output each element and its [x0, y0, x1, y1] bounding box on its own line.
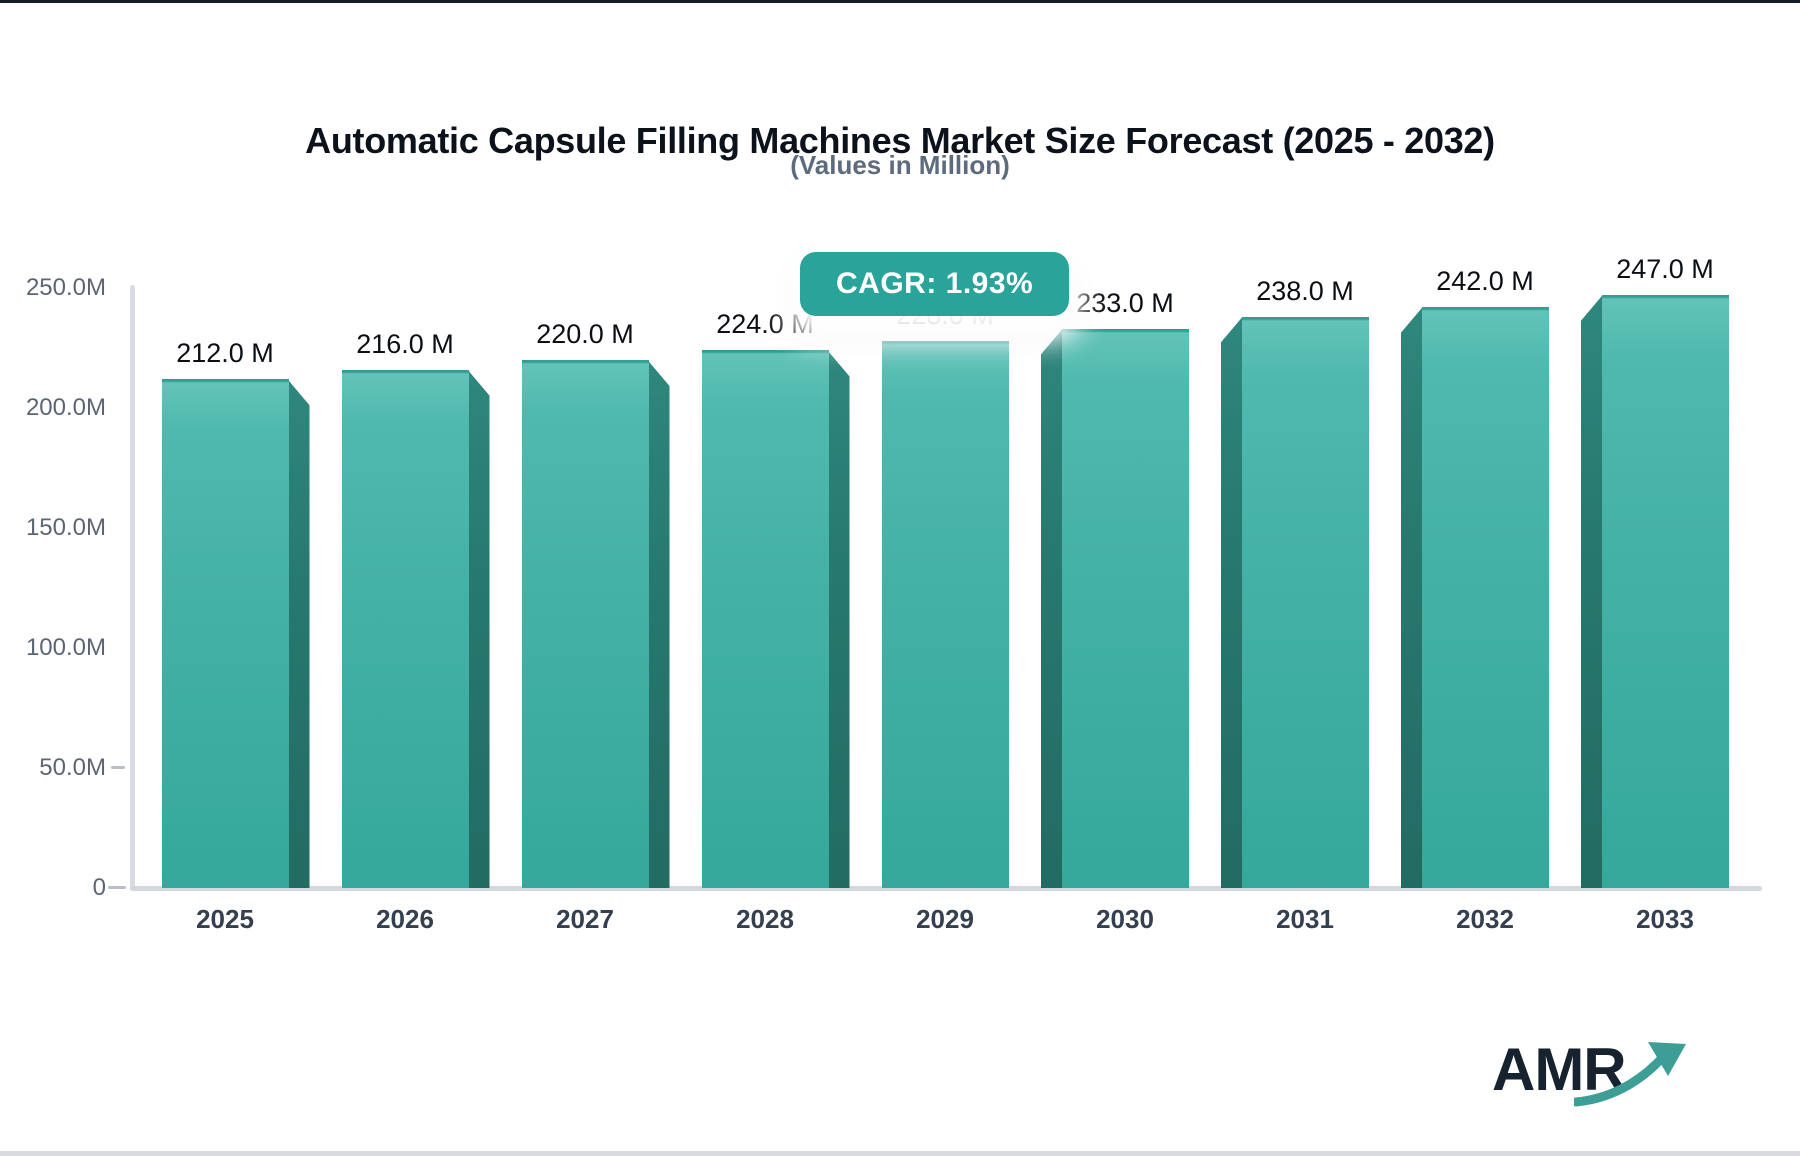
x-axis-label-2033: 2033	[1636, 904, 1694, 934]
page-subtitle: (Values in Million)	[790, 150, 1010, 180]
bar-side-face	[467, 369, 490, 888]
y-axis-tick-0	[108, 886, 126, 889]
bar-2025[interactable]	[161, 379, 289, 888]
page-title: Automatic Capsule Filling Machines Marke…	[305, 120, 1495, 162]
bar-value-label-2026: 216.0 M	[356, 328, 454, 359]
x-axis-label-2027: 2027	[556, 904, 614, 934]
y-axis-label-0: 0	[92, 874, 106, 901]
bar-group-2031: 238.0 M 2031	[1215, 276, 1395, 934]
y-axis-label-50.0M: 50.0M	[39, 754, 106, 781]
bar-group-2026: 216.0 M 2026	[315, 288, 495, 934]
y-axis-tick-50m	[111, 766, 125, 769]
x-axis-label-2025: 2025	[196, 904, 254, 934]
window-bottom-edge	[0, 1151, 1800, 1156]
y-axis-label-100.0M: 100.0M	[25, 634, 106, 661]
bar-group-2025: 212.0 M 2025	[135, 288, 315, 934]
bar-value-label-2025: 212.0 M	[176, 338, 274, 369]
bar-value-label-2033: 247.0 M	[1616, 254, 1714, 285]
growth-arrow-icon	[1574, 1042, 1686, 1107]
bar-2030[interactable]	[1061, 328, 1189, 888]
bar-side-face	[1400, 307, 1423, 888]
bar-side-face	[287, 379, 310, 888]
x-axis-label-2030: 2030	[1096, 904, 1154, 934]
bar-side-face	[1040, 328, 1063, 888]
x-axis-label-2031: 2031	[1276, 904, 1334, 934]
y-axis: 250.0M 200.0M 150.0M 100.0M 50.0M 0	[0, 274, 106, 901]
bar-value-label-2028: 224.0 M	[716, 309, 814, 340]
bar-value-label-2027: 220.0 M	[536, 319, 634, 349]
x-axis-label-2029: 2029	[916, 904, 974, 934]
x-axis-line	[130, 886, 1762, 891]
y-axis-label-250.0M: 250.0M	[25, 274, 106, 301]
y-axis-label-150.0M: 150.0M	[25, 514, 106, 541]
bar-value-label-2032: 242.0 M	[1436, 266, 1534, 297]
y-axis-label-200.0M: 200.0M	[25, 394, 106, 421]
x-axis-label-2028: 2028	[736, 904, 794, 934]
bar-group-2029: 228.0 M2029	[855, 288, 1035, 934]
bar-side-face	[647, 360, 670, 888]
cagr-badge: CAGR: 1.93%	[800, 252, 1070, 316]
bar-side-face	[1580, 295, 1603, 888]
bar-2027[interactable]	[521, 360, 649, 888]
bar-2031[interactable]	[1241, 316, 1369, 888]
bar-group-2032: 242.0 M 2032	[1395, 266, 1575, 934]
bar-group-2030: 233.0 M 2030	[1035, 287, 1215, 934]
x-axis-label-2032: 2032	[1456, 904, 1514, 934]
bar-side-face	[827, 350, 850, 888]
bar-group-2033: 247.0 M 2033	[1575, 254, 1755, 934]
bar-2033[interactable]	[1601, 295, 1729, 888]
plot-area: 212.0 M 2025 216.0 M 2026 220.0 M 2027 224.0 M…	[135, 254, 1755, 934]
bar-2026[interactable]	[341, 369, 469, 888]
window-top-edge	[0, 0, 1800, 3]
bar-group-2028: 224.0 M 2028	[675, 288, 855, 934]
bar-value-label-2030: 233.0 M	[1076, 287, 1174, 318]
bar-side-face	[1220, 316, 1243, 888]
bar-2029[interactable]	[881, 340, 1009, 888]
bar-group-2027: 220.0 M 2027	[495, 288, 675, 934]
y-axis-line	[130, 285, 135, 891]
bar-2032[interactable]	[1421, 307, 1549, 888]
bar-2028[interactable]	[701, 350, 829, 888]
amr-logo: AMR	[1492, 1032, 1692, 1110]
bar-value-label-2031: 238.0 M	[1256, 275, 1354, 306]
x-axis-label-2026: 2026	[376, 904, 434, 934]
